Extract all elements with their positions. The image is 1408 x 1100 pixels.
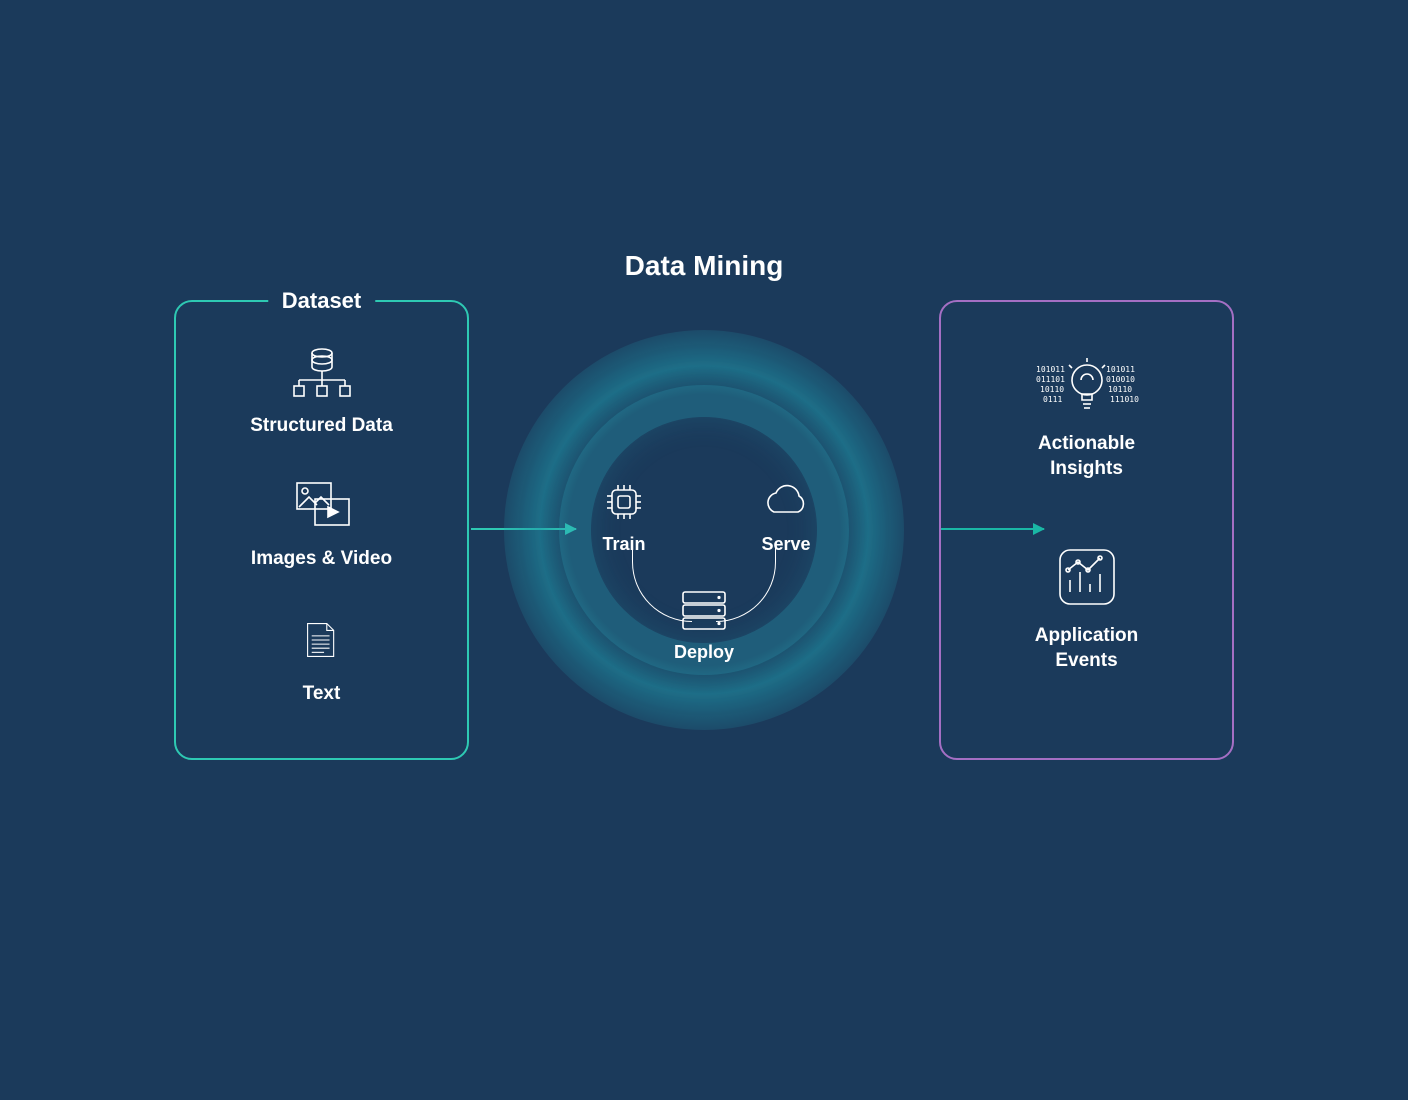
item-label: Application Events <box>1035 624 1138 673</box>
svg-text:011101: 011101 <box>1036 375 1065 384</box>
item-label: Images & Video <box>251 547 392 572</box>
lightbulb-icon: 101011 011101 10110 0111 101011 010010 1… <box>1032 356 1142 418</box>
svg-text:111010: 111010 <box>1110 395 1139 404</box>
svg-text:101011: 101011 <box>1036 365 1065 374</box>
svg-text:10110: 10110 <box>1108 385 1132 394</box>
item-structured-data: Structured Data <box>176 344 467 439</box>
svg-text:0111: 0111 <box>1043 395 1062 404</box>
item-text: Text <box>176 612 467 707</box>
cloud-icon <box>756 478 816 526</box>
svg-text:10110: 10110 <box>1040 385 1064 394</box>
panel-output: 101011 011101 10110 0111 101011 010010 1… <box>939 300 1234 760</box>
node-label: Deploy <box>674 642 734 663</box>
server-stack-icon <box>677 586 731 634</box>
item-application-events: Application Events <box>941 544 1232 673</box>
diagram-title: Data Mining <box>625 250 784 282</box>
structured-data-icon <box>287 344 357 400</box>
analytics-chart-icon <box>1054 544 1120 610</box>
cpu-chip-icon <box>600 478 648 526</box>
node-serve: Serve <box>756 478 816 555</box>
node-label: Serve <box>761 534 810 555</box>
item-label: Text <box>303 682 341 707</box>
images-video-icon <box>287 477 357 533</box>
node-train: Train <box>600 478 648 555</box>
node-deploy: Deploy <box>674 586 734 663</box>
item-label: Structured Data <box>250 414 393 439</box>
panel-dataset: Dataset Structured Data <box>174 300 469 760</box>
item-images-video: Images & Video <box>176 477 467 572</box>
item-label: Actionable Insights <box>1038 432 1135 481</box>
panel-dataset-title: Dataset <box>268 288 375 314</box>
data-mining-diagram: Data Mining Dataset Structured Data <box>104 270 1304 830</box>
text-document-icon <box>287 612 357 668</box>
svg-text:010010: 010010 <box>1106 375 1135 384</box>
mining-cycle: Train Serve Deploy <box>504 330 904 730</box>
item-actionable-insights: 101011 011101 10110 0111 101011 010010 1… <box>941 356 1232 481</box>
node-label: Train <box>602 534 645 555</box>
svg-text:101011: 101011 <box>1106 365 1135 374</box>
